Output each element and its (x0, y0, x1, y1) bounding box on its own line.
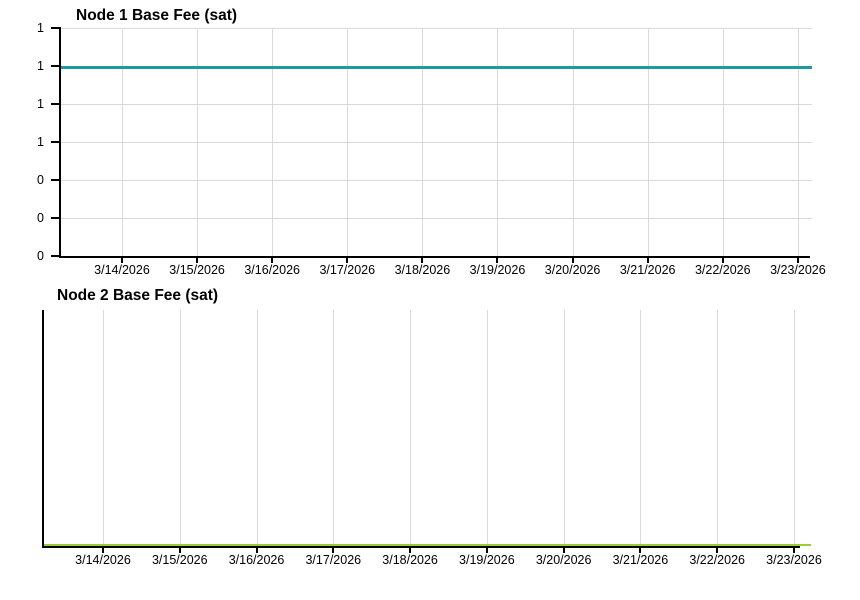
y-axis-tick (51, 141, 61, 143)
x-axis-tick-label: 3/19/2026 (459, 553, 515, 567)
gridline-vertical (717, 310, 719, 546)
series-line-node-2-base-fee (44, 544, 811, 546)
y-axis-tick (51, 27, 61, 29)
x-axis-tick-label: 3/17/2026 (319, 263, 376, 277)
x-axis-tick (721, 256, 724, 263)
y-axis-tick-label: 0 (37, 211, 44, 225)
x-axis-tick-label: 3/15/2026 (169, 263, 225, 277)
x-axis-tick-label: 3/18/2026 (382, 553, 438, 567)
x-axis-tick-label: 3/22/2026 (694, 263, 751, 277)
y-axis-tick-label: 0 (37, 173, 44, 187)
gridline-horizontal (61, 142, 812, 143)
x-axis-tick-label: 3/15/2026 (151, 553, 208, 567)
y-axis-tick-label: 0 (37, 249, 44, 263)
gridline-vertical (333, 310, 335, 546)
x-axis-tick (196, 256, 199, 263)
x-axis-tick-label: 3/21/2026 (612, 553, 669, 567)
gridline-horizontal (61, 218, 812, 219)
gridline-vertical (102, 310, 104, 546)
gridline-horizontal (61, 28, 812, 29)
x-axis-tick (496, 256, 499, 263)
gridline-vertical (793, 310, 795, 546)
x-axis-tick-label: 3/14/2026 (75, 553, 131, 567)
x-axis-tick-label: 3/14/2026 (94, 263, 150, 277)
x-axis-tick-label: 3/19/2026 (469, 263, 526, 277)
gridline-vertical (256, 310, 258, 546)
y-axis-line (42, 310, 44, 548)
y-axis-tick (51, 217, 61, 219)
y-axis-tick-label: 1 (37, 135, 44, 149)
x-axis-line (42, 546, 800, 548)
x-axis-tick-label: 3/16/2026 (244, 263, 300, 277)
x-axis-tick (271, 256, 274, 263)
chart-title-node1: Node 1 Base Fee (sat) (76, 7, 238, 24)
x-axis-tick (120, 256, 123, 263)
x-axis-tick-label: 3/20/2026 (535, 553, 592, 567)
x-axis-line (59, 256, 810, 258)
gridline-vertical (410, 310, 412, 546)
x-axis-tick-label: 3/23/2026 (766, 553, 822, 567)
x-axis-tick-label: 3/18/2026 (394, 263, 451, 277)
x-axis-tick (255, 546, 258, 553)
x-axis-tick (346, 256, 349, 263)
y-axis-line (59, 28, 61, 258)
x-axis-tick (639, 546, 642, 553)
x-axis-tick (571, 256, 574, 263)
gridline-vertical (179, 310, 181, 546)
y-axis-tick (51, 65, 61, 67)
x-axis-tick-label: 3/23/2026 (770, 263, 826, 277)
x-axis-tick-label: 3/16/2026 (228, 553, 285, 567)
x-axis-tick (101, 546, 104, 553)
x-axis-tick (562, 546, 565, 553)
gridline-horizontal (61, 180, 812, 181)
x-axis-tick (792, 546, 795, 553)
x-axis-tick (796, 256, 799, 263)
y-axis-tick-label: 1 (37, 21, 44, 35)
y-axis-tick-label: 1 (37, 59, 44, 73)
gridline-vertical (640, 310, 642, 546)
y-axis-tick (51, 103, 61, 105)
x-axis-tick-label: 3/22/2026 (689, 553, 745, 567)
gridline-vertical (486, 310, 488, 546)
x-axis-tick-label: 3/21/2026 (619, 263, 676, 277)
x-axis-tick-label: 3/20/2026 (544, 263, 601, 277)
y-axis-tick-label: 1 (37, 97, 44, 111)
chart-title-node2: Node 2 Base Fee (sat) (57, 287, 219, 304)
series-line-node-1-base-fee (61, 65, 812, 69)
x-axis-tick (178, 546, 181, 553)
gridline-horizontal (61, 104, 812, 105)
y-axis-tick (51, 179, 61, 181)
x-axis-tick (716, 546, 719, 553)
x-axis-tick (421, 256, 424, 263)
x-axis-tick (409, 546, 412, 553)
y-axis-tick (51, 255, 61, 257)
x-axis-tick (485, 546, 488, 553)
gridline-vertical (563, 310, 565, 546)
x-axis-tick (646, 256, 649, 263)
x-axis-tick (332, 546, 335, 553)
x-axis-tick-label: 3/17/2026 (305, 553, 362, 567)
